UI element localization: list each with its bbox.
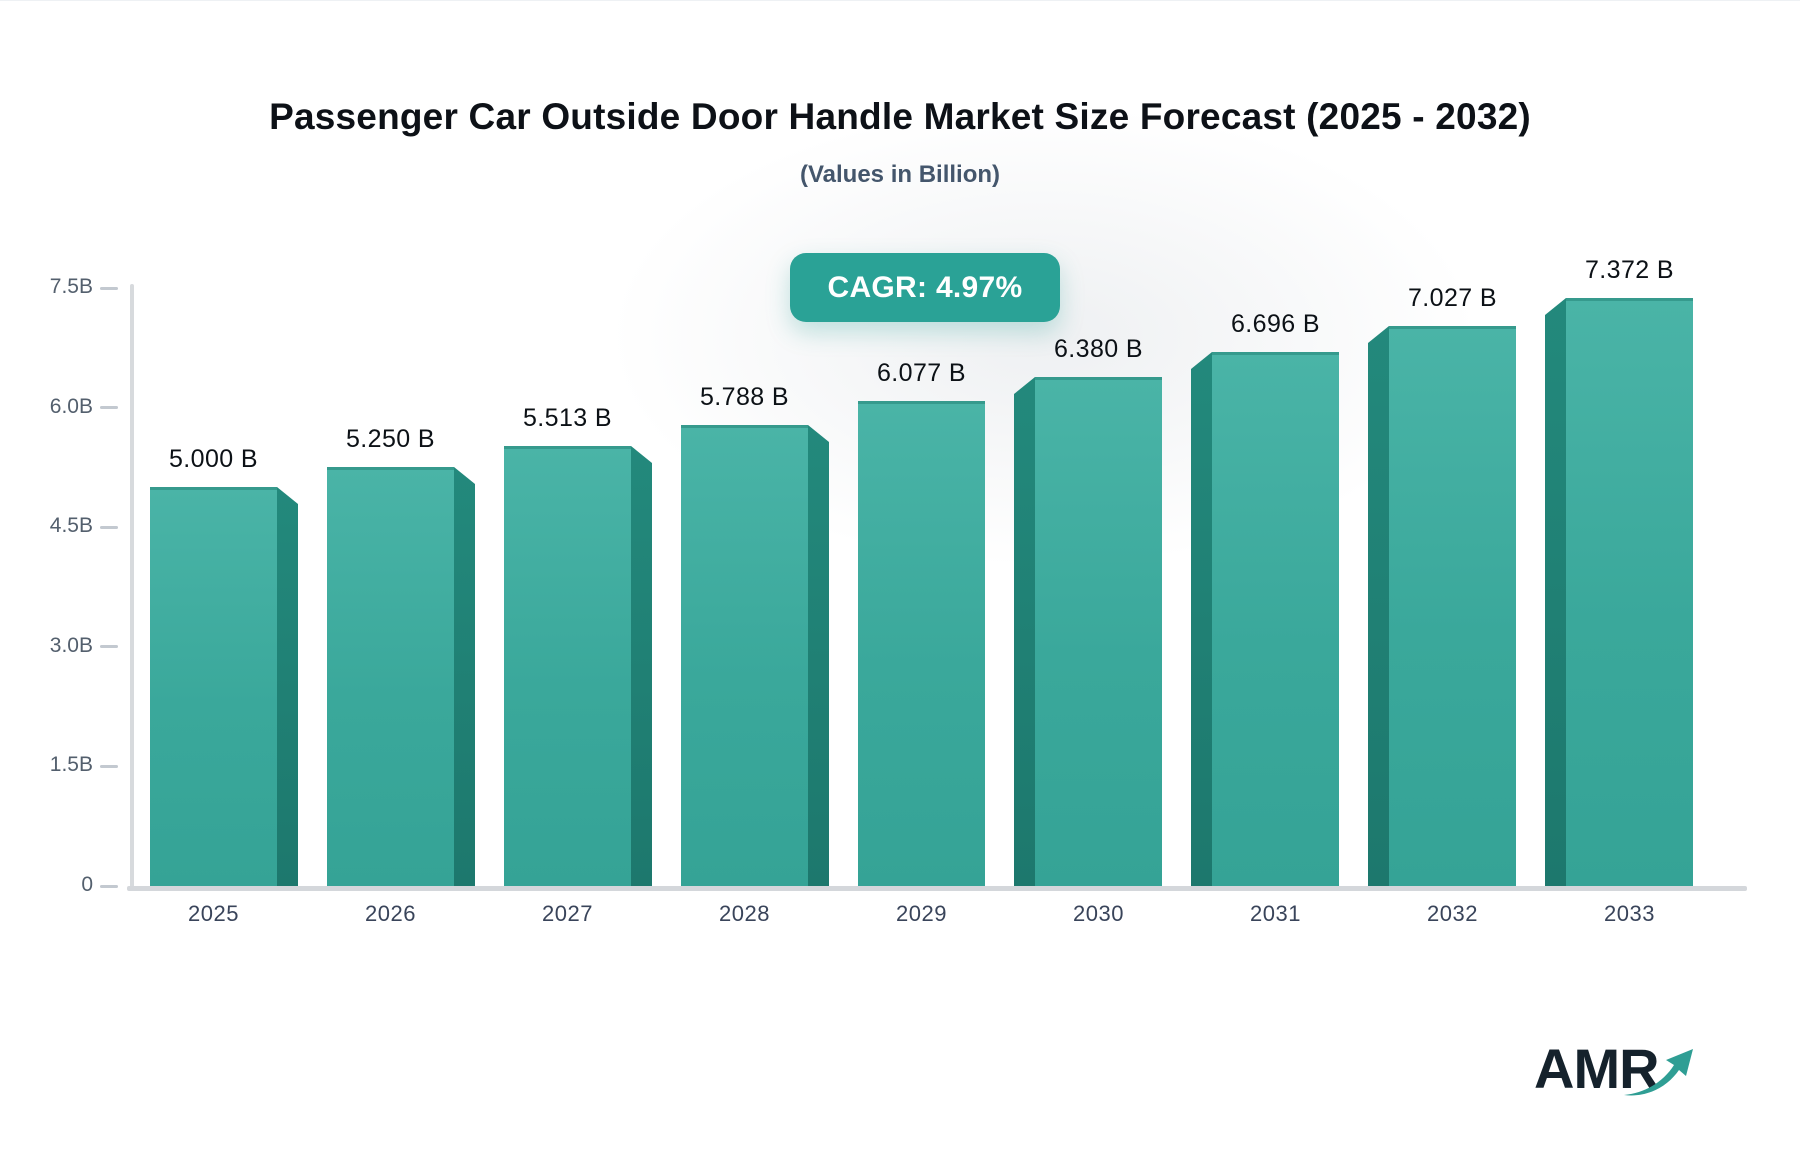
bar-face (681, 425, 808, 886)
bar-face (1212, 352, 1339, 886)
y-tick-label: 1.5B (49, 753, 93, 777)
y-axis-line (130, 284, 134, 888)
amr-logo: AMR (1534, 1041, 1764, 1111)
y-tick-label: 7.5B (49, 275, 93, 298)
y-tick-label: 4.5B (49, 514, 93, 538)
x-tick-label: 2030 (1073, 901, 1124, 926)
x-tick-label: 2033 (1604, 901, 1655, 926)
bar-side-panel (1191, 352, 1212, 886)
bar-2029 (858, 401, 985, 886)
y-tick-dash (100, 406, 118, 410)
bar-value-label: 6.077 B (877, 359, 966, 387)
x-axis-line (127, 886, 1747, 891)
y-tick-dash (100, 286, 118, 290)
cagr-badge-label: CAGR: 4.97% (827, 270, 1023, 304)
x-tick-label: 2025 (188, 901, 239, 926)
y-tick-dash (100, 525, 118, 529)
bar-2026 (327, 467, 475, 886)
cagr-badge: CAGR: 4.97% (790, 253, 1060, 322)
bar-side-panel (277, 487, 298, 886)
bar-side-panel (1368, 326, 1389, 886)
growth-arrow-icon (1624, 1049, 1693, 1096)
bar-value-label: 7.027 B (1408, 284, 1497, 312)
bar-side-panel (1014, 377, 1035, 886)
bar-face (327, 467, 454, 886)
bar-2027 (504, 446, 652, 886)
bar-value-label: 7.372 B (1585, 256, 1674, 284)
bar-value-label: 6.380 B (1054, 335, 1143, 363)
x-tick-label: 2029 (896, 901, 947, 926)
bar-face (150, 487, 277, 886)
y-tick-dash (100, 645, 118, 649)
bar-side-panel (808, 425, 829, 886)
bar-2028 (681, 425, 829, 886)
bar-side-panel (454, 467, 475, 886)
bar-value-label: 5.513 B (523, 404, 612, 432)
y-tick-label: 3.0B (49, 633, 93, 657)
bar-value-label: 5.000 B (169, 445, 258, 473)
bar-side-panel (631, 446, 652, 886)
bar-side-panel (1545, 298, 1566, 886)
bar-face (1035, 377, 1162, 886)
bar-face (504, 446, 631, 886)
y-tick-label: 6.0B (49, 394, 93, 418)
amr-logo-text: AMR (1534, 1037, 1660, 1100)
x-tick-label: 2032 (1427, 901, 1478, 926)
y-tick-dash (100, 884, 118, 888)
x-tick-label: 2028 (719, 901, 770, 926)
x-tick-label: 2027 (542, 901, 593, 926)
y-tick-label: 0 (81, 873, 93, 896)
bar-2033 (1545, 298, 1693, 886)
x-tick-label: 2031 (1250, 901, 1301, 926)
bar-2030 (1014, 377, 1162, 886)
x-tick-label: 2026 (365, 901, 416, 926)
chart-subtitle: (Values in Billion) (799, 161, 1001, 188)
bar-value-label: 5.250 B (346, 425, 435, 453)
bar-face (858, 401, 985, 886)
bar-2025 (150, 487, 298, 886)
bar-2032 (1368, 326, 1516, 886)
chart-title: Passenger Car Outside Door Handle Market… (269, 96, 1531, 137)
bar-value-label: 6.696 B (1231, 310, 1320, 338)
bar-value-label: 5.788 B (700, 383, 789, 411)
bar-face (1566, 298, 1693, 886)
y-tick-dash (100, 764, 118, 768)
bar-2031 (1191, 352, 1339, 886)
bar-face (1389, 326, 1516, 886)
